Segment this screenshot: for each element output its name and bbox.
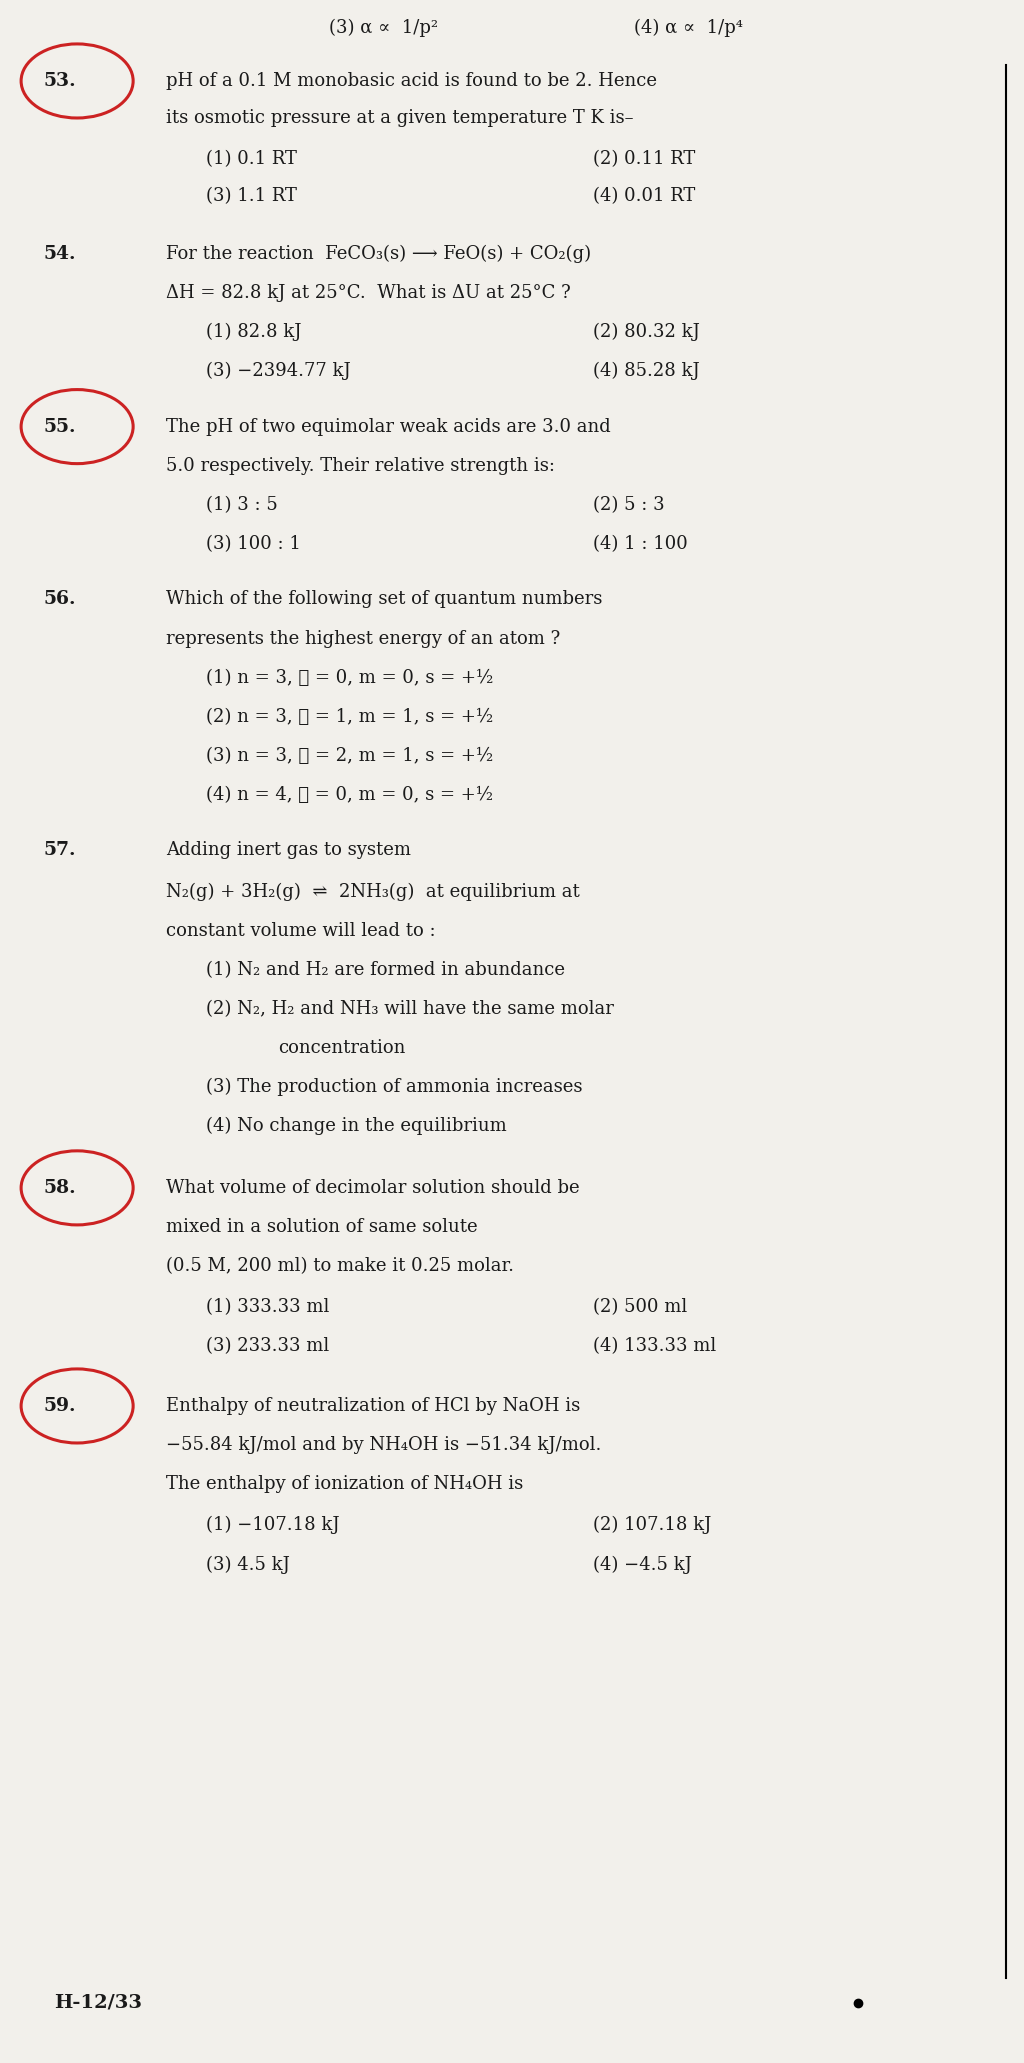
Text: (2) 80.32 kJ: (2) 80.32 kJ xyxy=(594,322,700,340)
Text: For the reaction  FeCO₃(s) ⟶ FeO(s) + CO₂(g): For the reaction FeCO₃(s) ⟶ FeO(s) + CO₂… xyxy=(166,245,591,262)
Text: (0.5 M, 200 ml) to make it 0.25 molar.: (0.5 M, 200 ml) to make it 0.25 molar. xyxy=(166,1256,514,1275)
Text: (4) −4.5 kJ: (4) −4.5 kJ xyxy=(594,1556,692,1574)
Text: (3) −2394.77 kJ: (3) −2394.77 kJ xyxy=(207,361,351,380)
Text: (1) n = 3, ℓ = 0, m = 0, s = +½: (1) n = 3, ℓ = 0, m = 0, s = +½ xyxy=(207,668,494,687)
Text: (4) No change in the equilibrium: (4) No change in the equilibrium xyxy=(207,1116,507,1135)
Text: What volume of decimolar solution should be: What volume of decimolar solution should… xyxy=(166,1178,580,1197)
Text: (2) 0.11 RT: (2) 0.11 RT xyxy=(594,151,695,169)
Text: (2) 500 ml: (2) 500 ml xyxy=(594,1298,688,1316)
Text: represents the highest energy of an atom ?: represents the highest energy of an atom… xyxy=(166,629,560,648)
Text: −55.84 kJ/mol and by NH₄OH is −51.34 kJ/mol.: −55.84 kJ/mol and by NH₄OH is −51.34 kJ/… xyxy=(166,1436,601,1454)
Text: 58.: 58. xyxy=(43,1178,76,1197)
Text: N₂(g) + 3H₂(g)  ⇌  2NH₃(g)  at equilibrium at: N₂(g) + 3H₂(g) ⇌ 2NH₃(g) at equilibrium … xyxy=(166,883,580,902)
Text: (4) α ∝  1/p⁴: (4) α ∝ 1/p⁴ xyxy=(634,19,743,37)
Text: (3) 233.33 ml: (3) 233.33 ml xyxy=(207,1337,330,1355)
Text: (2) 5 : 3: (2) 5 : 3 xyxy=(594,495,666,514)
Text: (3) The production of ammonia increases: (3) The production of ammonia increases xyxy=(207,1079,583,1095)
Text: (4) n = 4, ℓ = 0, m = 0, s = +½: (4) n = 4, ℓ = 0, m = 0, s = +½ xyxy=(207,786,494,805)
Text: 57.: 57. xyxy=(43,842,76,860)
Text: (1) 333.33 ml: (1) 333.33 ml xyxy=(207,1298,330,1316)
Text: (1) 82.8 kJ: (1) 82.8 kJ xyxy=(207,322,302,340)
Text: (2) n = 3, ℓ = 1, m = 1, s = +½: (2) n = 3, ℓ = 1, m = 1, s = +½ xyxy=(207,708,494,726)
Text: 56.: 56. xyxy=(43,590,76,609)
Text: (4) 1 : 100: (4) 1 : 100 xyxy=(594,534,688,553)
Text: The pH of two equimolar weak acids are 3.0 and: The pH of two equimolar weak acids are 3… xyxy=(166,417,610,435)
Text: (4) 0.01 RT: (4) 0.01 RT xyxy=(594,188,695,204)
Text: Which of the following set of quantum numbers: Which of the following set of quantum nu… xyxy=(166,590,602,609)
Text: pH of a 0.1 M monobasic acid is found to be 2. Hence: pH of a 0.1 M monobasic acid is found to… xyxy=(166,72,656,91)
Text: (3) 1.1 RT: (3) 1.1 RT xyxy=(207,188,297,204)
Text: its osmotic pressure at a given temperature T K is–: its osmotic pressure at a given temperat… xyxy=(166,109,633,128)
Text: (4) 85.28 kJ: (4) 85.28 kJ xyxy=(594,361,700,380)
Text: 59.: 59. xyxy=(43,1397,76,1415)
Text: mixed in a solution of same solute: mixed in a solution of same solute xyxy=(166,1217,477,1236)
Text: (2) N₂, H₂ and NH₃ will have the same molar: (2) N₂, H₂ and NH₃ will have the same mo… xyxy=(207,1001,614,1017)
Text: (3) α ∝  1/p²: (3) α ∝ 1/p² xyxy=(329,19,438,37)
Text: 54.: 54. xyxy=(43,245,76,262)
Text: Adding inert gas to system: Adding inert gas to system xyxy=(166,842,411,860)
Text: (4) 133.33 ml: (4) 133.33 ml xyxy=(594,1337,717,1355)
Text: (1) N₂ and H₂ are formed in abundance: (1) N₂ and H₂ are formed in abundance xyxy=(207,961,565,978)
Text: The enthalpy of ionization of NH₄OH is: The enthalpy of ionization of NH₄OH is xyxy=(166,1475,523,1494)
Text: Enthalpy of neutralization of HCl by NaOH is: Enthalpy of neutralization of HCl by NaO… xyxy=(166,1397,580,1415)
Text: (1) −107.18 kJ: (1) −107.18 kJ xyxy=(207,1516,340,1535)
Text: (1) 0.1 RT: (1) 0.1 RT xyxy=(207,151,297,169)
Text: (1) 3 : 5: (1) 3 : 5 xyxy=(207,495,279,514)
Text: 53.: 53. xyxy=(43,72,76,91)
Text: (3) n = 3, ℓ = 2, m = 1, s = +½: (3) n = 3, ℓ = 2, m = 1, s = +½ xyxy=(207,747,494,765)
Text: (3) 100 : 1: (3) 100 : 1 xyxy=(207,534,301,553)
Text: concentration: concentration xyxy=(278,1040,406,1056)
Text: constant volume will lead to :: constant volume will lead to : xyxy=(166,922,435,939)
Text: (3) 4.5 kJ: (3) 4.5 kJ xyxy=(207,1556,291,1574)
Text: H-12/33: H-12/33 xyxy=(53,1993,141,2011)
Text: 5.0 respectively. Their relative strength is:: 5.0 respectively. Their relative strengt… xyxy=(166,456,555,474)
Text: (2) 107.18 kJ: (2) 107.18 kJ xyxy=(594,1516,712,1535)
Text: ΔH = 82.8 kJ at 25°C.  What is ΔU at 25°C ?: ΔH = 82.8 kJ at 25°C. What is ΔU at 25°C… xyxy=(166,285,570,301)
Text: 55.: 55. xyxy=(43,417,76,435)
